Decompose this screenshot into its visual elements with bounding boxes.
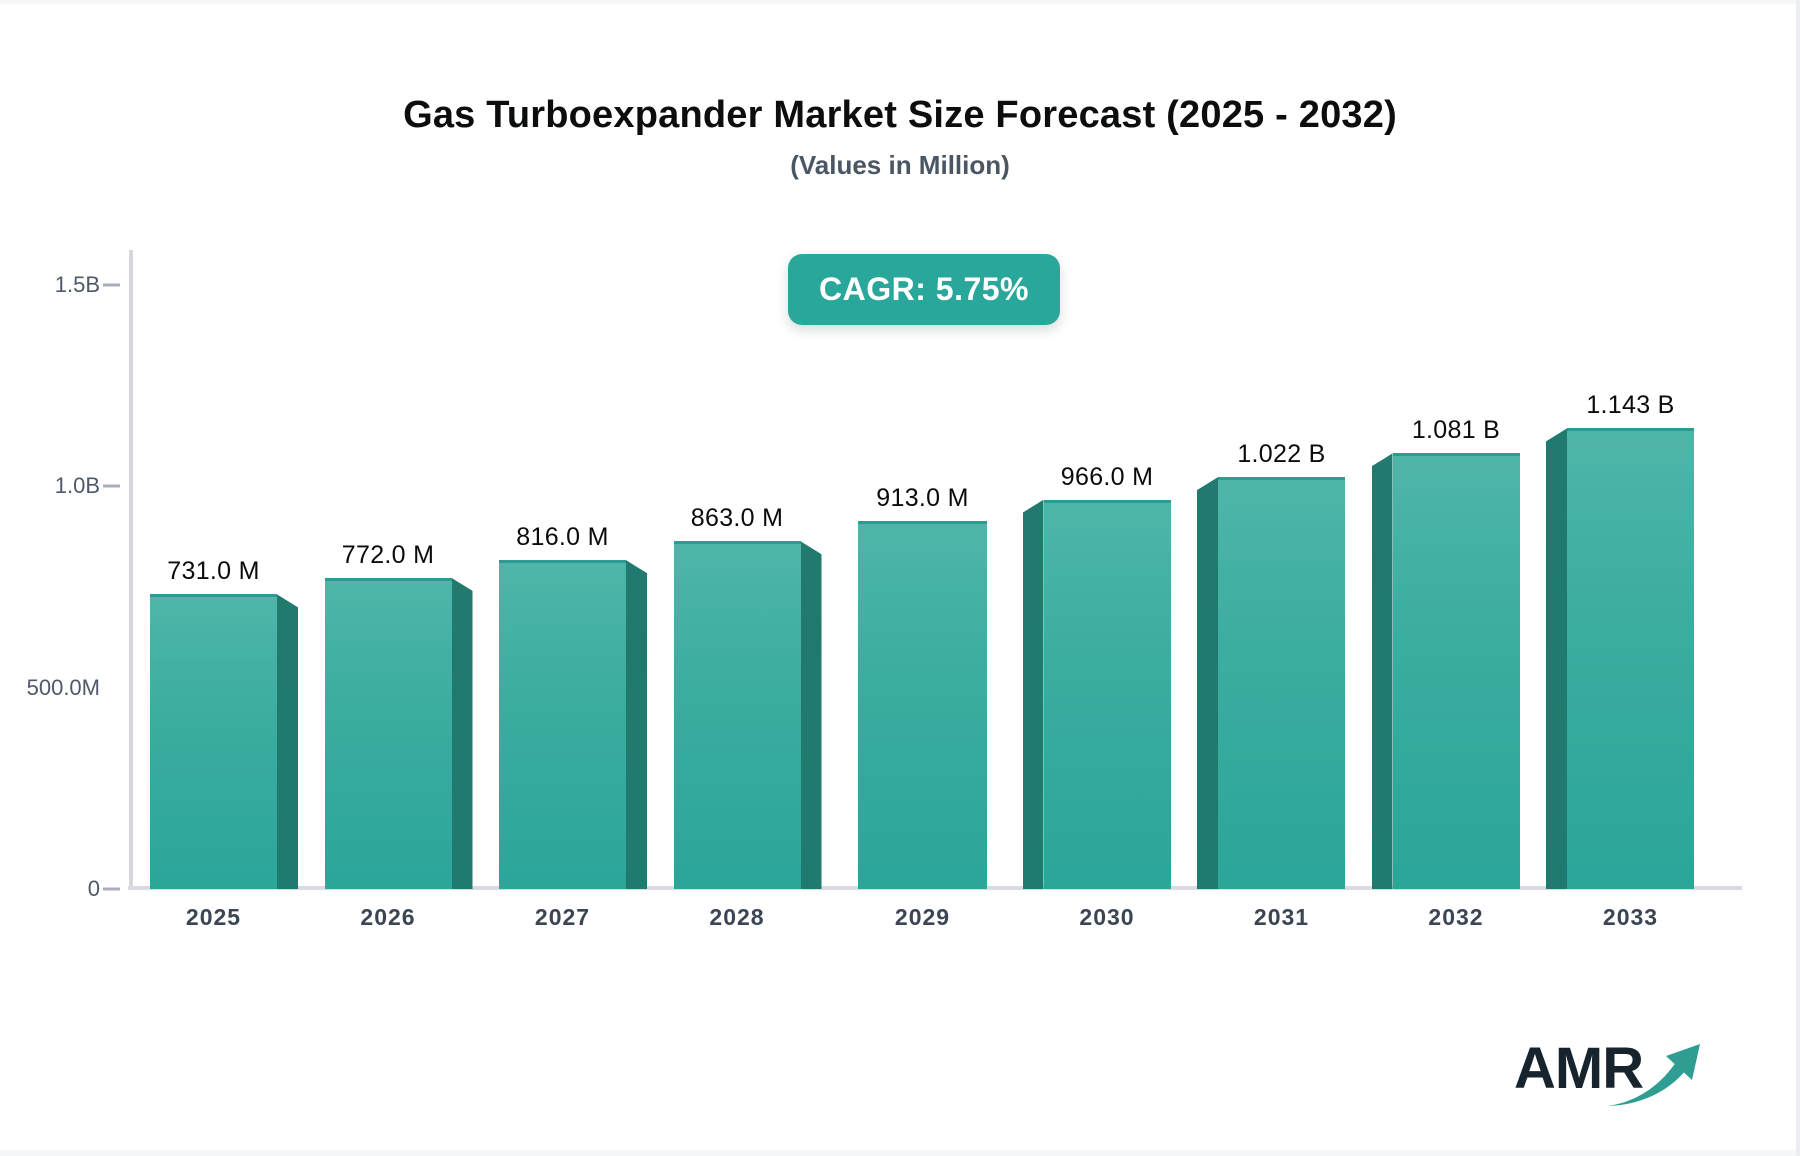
y-tick-label: 0 (87, 876, 100, 901)
y-tick-label: 1.0B (54, 473, 100, 498)
y-axis-line (129, 250, 133, 890)
bar (858, 521, 987, 889)
bar-side-face (1371, 453, 1393, 889)
bar-value-label: 1.081 B (1411, 416, 1501, 445)
bar-value-label: 1.022 B (1237, 440, 1326, 469)
bar-value-label: 863.0 M (690, 504, 784, 533)
x-axis-label: 2028 (709, 904, 765, 930)
chart-subtitle: (Values in Million) (790, 150, 1010, 180)
bar-value-label: 772.0 M (341, 540, 435, 569)
bar-value-label: 731.0 M (167, 557, 260, 586)
bar-side-face (626, 560, 647, 889)
amr-logo-text: AMR (1514, 1036, 1643, 1101)
bar (324, 577, 452, 889)
bar (1392, 453, 1520, 889)
y-tick-mark (103, 283, 120, 286)
y-tick-mark (103, 887, 120, 891)
bar (150, 594, 277, 889)
bar-value-label: 913.0 M (876, 484, 969, 513)
bar (1218, 477, 1345, 889)
bar (1043, 499, 1171, 889)
x-axis-label: 2029 (894, 904, 951, 930)
bar-side-face (1022, 499, 1044, 889)
y-tick-label: 500.0M (26, 674, 100, 700)
bar-side-face (451, 577, 473, 889)
x-axis-label: 2033 (1602, 904, 1659, 930)
frame-top-strip (0, 0, 1800, 4)
bar-side-face (277, 594, 298, 889)
bar (673, 541, 801, 889)
frame-right-strip (1796, 0, 1800, 1156)
bar-side-face (1546, 428, 1567, 889)
x-axis-label: 2032 (1428, 904, 1484, 930)
x-axis-label: 2025 (185, 904, 242, 930)
bar-value-label: 816.0 M (516, 523, 609, 552)
bar (499, 560, 626, 889)
y-tick-mark (103, 484, 120, 488)
frame-bottom-strip (0, 1150, 1800, 1156)
x-axis-label: 2030 (1079, 904, 1135, 930)
bar-value-label: 966.0 M (1060, 462, 1154, 491)
amr-logo-arrow-icon (1608, 1044, 1700, 1106)
cagr-badge: CAGR: 5.75% (788, 254, 1060, 325)
bar-side-face (800, 541, 822, 889)
x-axis-label: 2026 (360, 904, 416, 930)
bar-side-face (1197, 477, 1218, 889)
x-axis-label: 2031 (1253, 904, 1310, 930)
y-tick-label: 1.5B (54, 271, 100, 297)
bar-value-label: 1.143 B (1586, 391, 1675, 420)
bar (1567, 428, 1694, 889)
chart-title: Gas Turboexpander Market Size Forecast (… (403, 94, 1397, 136)
amr-logo: AMR (1508, 1026, 1718, 1112)
x-axis-label: 2027 (534, 904, 591, 930)
